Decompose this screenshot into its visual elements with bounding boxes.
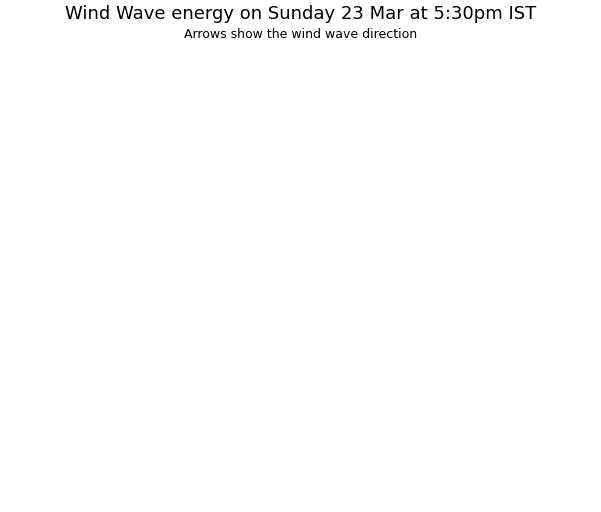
Text: Wind Wave energy on Sunday 23 Mar at 5:30pm IST: Wind Wave energy on Sunday 23 Mar at 5:3… bbox=[65, 5, 536, 23]
Text: Arrows show the wind wave direction: Arrows show the wind wave direction bbox=[184, 28, 417, 41]
